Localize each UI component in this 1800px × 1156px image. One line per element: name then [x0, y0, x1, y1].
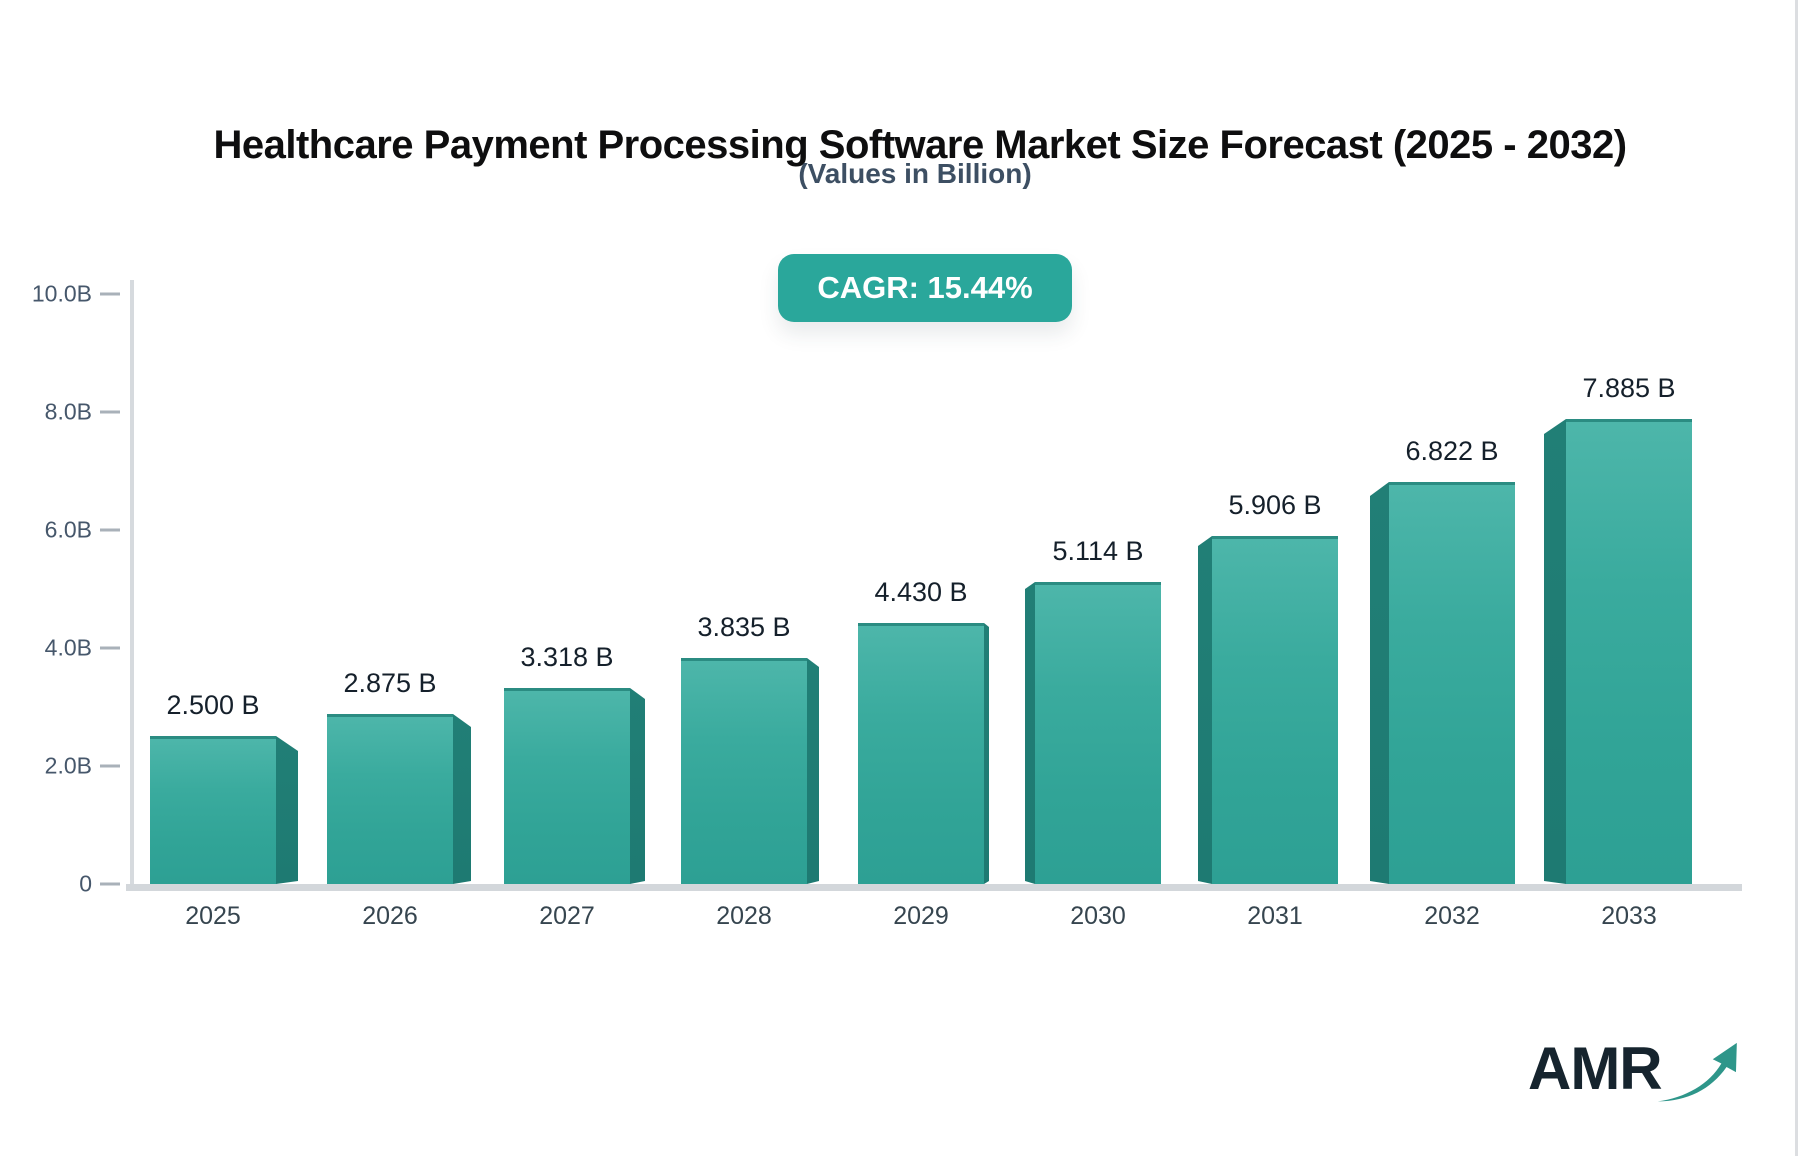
chart-subtitle: (Values in Billion)	[798, 158, 1032, 189]
bar-value-label-2026: 2.875 B	[343, 668, 437, 698]
bar-2032	[1389, 482, 1515, 884]
right-edge-line	[1795, 0, 1798, 1156]
x-axis-label-2031: 2031	[1247, 902, 1303, 930]
bar-2031	[1212, 536, 1338, 884]
x-axis-label-2030: 2030	[1070, 902, 1126, 930]
bar-side-face	[276, 736, 298, 884]
y-tick-label-8.0B: 8.0B	[44, 398, 92, 425]
bar-front-face	[1212, 536, 1338, 884]
bar-value-label-2032: 6.822 B	[1405, 436, 1499, 466]
bar-value-label-2027: 3.318 B	[520, 642, 614, 672]
bar-value-label-2025: 2.500 B	[166, 690, 260, 720]
y-tick-mark	[100, 410, 120, 414]
bar-value-label-2028: 3.835 B	[697, 612, 791, 642]
amr-logo-text: AMR	[1528, 1035, 1663, 1102]
bar-2030	[1035, 582, 1161, 884]
x-axis-label-2026: 2026	[362, 902, 418, 930]
bar-side-face	[1198, 536, 1212, 884]
y-tick-mark	[100, 528, 120, 532]
chart-title: Healthcare Payment Processing Software M…	[213, 122, 1627, 167]
bar-front-face	[681, 658, 807, 884]
y-tick-label-6.0B: 6.0B	[44, 516, 92, 543]
bar-front-face	[1035, 582, 1161, 884]
bar-front-face	[1566, 419, 1692, 884]
cagr-badge: CAGR: 15.44%	[778, 254, 1072, 322]
bar-2033	[1566, 419, 1692, 884]
x-axis-baseline	[126, 884, 1742, 891]
y-tick-label-2.0B: 2.0B	[44, 752, 92, 779]
bar-value-label-2031: 5.906 B	[1228, 490, 1322, 520]
y-tick-label-0: 0	[79, 870, 92, 897]
y-tick-mark	[100, 882, 120, 886]
bar-front-face	[1389, 482, 1515, 884]
y-tick-label-4.0B: 4.0B	[44, 634, 92, 661]
bar-value-label-2029: 4.430 B	[874, 577, 968, 607]
growth-arrow-icon	[1657, 1042, 1737, 1102]
bar-side-face	[630, 688, 645, 884]
y-tick-mark	[100, 764, 120, 768]
bar-2028	[681, 658, 807, 884]
y-axis-line	[130, 280, 134, 884]
y-tick-mark	[100, 646, 120, 650]
bar-front-face	[327, 714, 453, 884]
bar-front-face	[150, 736, 276, 884]
y-tick-label-10.0B: 10.0B	[31, 280, 92, 307]
bar-side-face	[453, 714, 471, 884]
bar-side-face	[1025, 582, 1035, 884]
bar-side-face	[984, 623, 989, 884]
bar-value-label-2033: 7.885 B	[1582, 373, 1676, 403]
x-axis-label-2028: 2028	[716, 902, 772, 930]
bar-2026	[327, 714, 453, 884]
bar-2025	[150, 736, 276, 884]
bar-2027	[504, 688, 630, 884]
x-axis-label-2025: 2025	[185, 902, 241, 930]
bar-2029	[858, 623, 984, 884]
bar-side-face	[807, 658, 819, 884]
bar-front-face	[504, 688, 630, 884]
bar-value-label-2030: 5.114 B	[1052, 536, 1144, 566]
amr-logo: AMR	[1528, 1032, 1738, 1116]
bar-front-face	[858, 623, 984, 884]
cagr-badge-label: CAGR: 15.44%	[817, 270, 1033, 305]
x-axis-label-2027: 2027	[539, 902, 595, 930]
x-axis-label-2032: 2032	[1424, 902, 1480, 930]
x-axis-label-2033: 2033	[1601, 902, 1657, 930]
y-tick-mark	[100, 292, 120, 296]
bar-side-face	[1544, 419, 1566, 884]
bar-side-face	[1370, 482, 1389, 884]
x-axis-label-2029: 2029	[893, 902, 949, 930]
